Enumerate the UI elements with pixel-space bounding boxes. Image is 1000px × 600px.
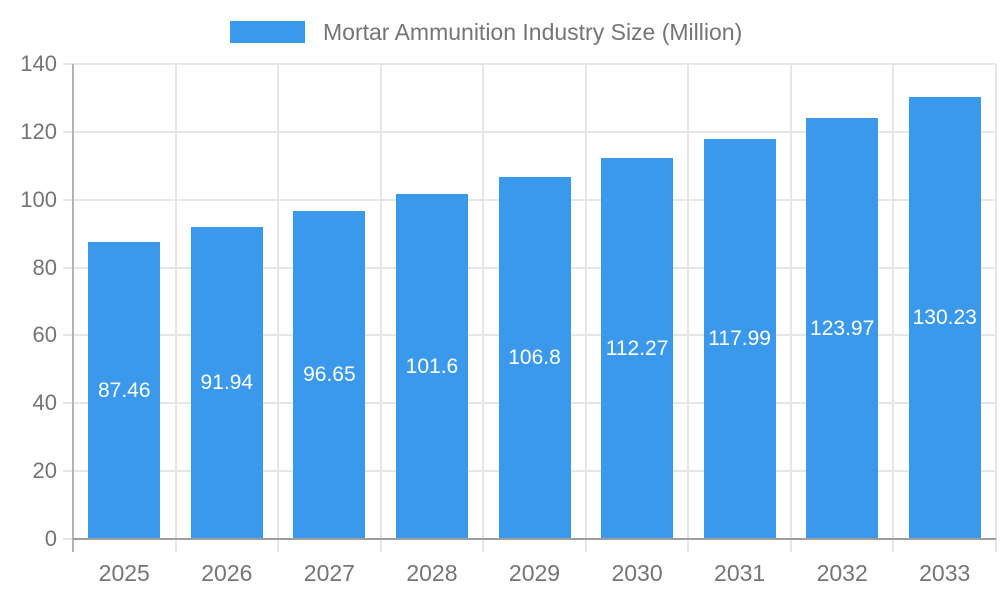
y-axis-label: 140	[20, 51, 57, 76]
bar[interactable]	[601, 158, 674, 539]
x-axis-label: 2027	[303, 560, 355, 586]
y-axis-label: 40	[32, 390, 57, 416]
y-axis-tick	[63, 538, 73, 540]
legend-label: Mortar Ammunition Industry Size (Million…	[323, 18, 743, 45]
gridline-v	[584, 64, 587, 552]
bar-value-label: 101.6	[405, 354, 459, 378]
bar-value-label: 117.99	[708, 326, 771, 350]
y-axis-label: 80	[32, 254, 57, 280]
y-axis-tick	[63, 470, 73, 473]
x-axis-label: 2032	[816, 560, 868, 586]
bar[interactable]	[293, 211, 366, 539]
legend[interactable]: Mortar Ammunition Industry Size (Million…	[230, 18, 742, 46]
gridline-v	[995, 64, 997, 552]
bar-value-label: 130.23	[912, 306, 977, 330]
gridline-h	[73, 130, 996, 133]
bar-value-label: 106.8	[508, 345, 561, 369]
x-axis-label: 2028	[406, 560, 458, 586]
x-axis-label: 2025	[98, 560, 150, 586]
y-axis-label: 120	[20, 118, 57, 144]
bar-value-label: 123.97	[810, 316, 875, 340]
y-axis-tick	[63, 130, 73, 133]
bar[interactable]	[908, 97, 981, 539]
gridline-v	[789, 64, 792, 552]
x-axis-label: 2030	[611, 560, 663, 586]
gridline-v	[482, 64, 485, 552]
bar[interactable]	[703, 138, 776, 539]
gridline-v	[174, 64, 177, 552]
bar[interactable]	[88, 242, 161, 539]
bar[interactable]	[190, 227, 263, 539]
gridline-v	[687, 64, 690, 552]
gridline-v	[892, 64, 895, 552]
bar-value-label: 112.27	[605, 336, 669, 360]
x-axis-label: 2029	[508, 560, 561, 586]
bar[interactable]	[806, 118, 879, 539]
y-axis-tick	[63, 63, 73, 65]
y-axis-tick	[63, 266, 73, 269]
gridline-v	[277, 64, 280, 552]
y-axis-tick	[63, 198, 73, 201]
bar-value-label: 91.94	[200, 371, 254, 395]
gridline-h	[73, 63, 996, 65]
legend-swatch	[230, 21, 305, 43]
x-axis-label: 2026	[201, 560, 253, 586]
bar[interactable]	[498, 176, 571, 539]
y-axis-label: 60	[32, 322, 57, 348]
gridline-v	[379, 64, 382, 552]
y-axis-label: 100	[20, 186, 57, 212]
bar[interactable]	[395, 194, 468, 539]
y-axis-tick	[63, 334, 73, 337]
y-axis-line	[72, 64, 74, 552]
bar-value-label: 87.46	[97, 378, 151, 402]
y-axis-tick	[63, 402, 73, 405]
y-axis-label: 20	[32, 458, 57, 484]
bar-value-label: 96.65	[303, 363, 356, 387]
x-axis-label: 2033	[919, 560, 971, 586]
x-axis-baseline	[73, 538, 996, 540]
x-axis-label: 2031	[714, 560, 766, 586]
y-axis-label: 0	[44, 526, 57, 551]
